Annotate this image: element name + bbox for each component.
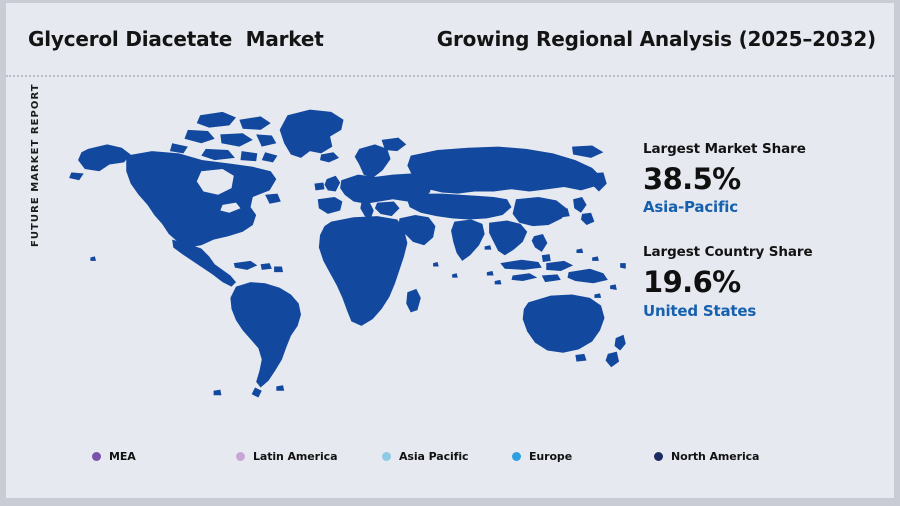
legend-item[interactable]: Asia Pacific	[382, 450, 469, 463]
stat-value: 19.6%	[643, 265, 741, 300]
page-title: Glycerol Diacetate Market	[28, 27, 324, 51]
stat-label: Largest Market Share	[643, 141, 806, 157]
header-subtitle: Growing Regional Analysis (2025–2032)	[436, 27, 876, 51]
world-map-svg	[69, 109, 626, 398]
stat-label: Largest Country Share	[643, 244, 813, 261]
legend-dot-icon	[382, 452, 391, 461]
legend-item[interactable]: Europe	[512, 450, 572, 463]
legend-item-label: Asia Pacific	[399, 450, 469, 463]
stat-largest-market-share: Largest Market Share 38.5% Asia-Pacific	[643, 141, 893, 216]
map-landmasses	[69, 109, 626, 398]
stat-region: Asia-Pacific	[643, 198, 738, 217]
legend-item-label: MEA	[109, 450, 136, 463]
legend-item[interactable]: Latin America	[236, 450, 338, 463]
legend-item[interactable]: North America	[654, 450, 759, 463]
world-map	[68, 95, 628, 415]
legend-item-label: Latin America	[253, 450, 338, 463]
legend-item[interactable]: MEA	[92, 450, 136, 463]
stat-largest-country-share: Largest Country Share 19.6% United State…	[643, 244, 893, 319]
legend-item-label: Europe	[529, 450, 573, 463]
brand-vertical-label: FUTURE MARKET REPORT	[30, 83, 41, 247]
report-header: Glycerol Diacetate Market Growing Region…	[6, 3, 894, 75]
legend-dot-icon	[512, 452, 521, 461]
map-legend: MEA Latin America Asia Pacific Europe North …	[92, 450, 792, 470]
legend-dot-icon	[92, 452, 101, 461]
legend-dot-icon	[236, 452, 245, 461]
stat-value: 38.5%	[643, 162, 741, 196]
stat-region: United States	[643, 301, 757, 320]
stats-panel: Largest Market Share 38.5% Asia-Pacific …	[643, 141, 893, 348]
legend-item-label: North America	[671, 450, 760, 463]
header-divider	[6, 75, 894, 77]
legend-dot-icon	[654, 452, 663, 461]
